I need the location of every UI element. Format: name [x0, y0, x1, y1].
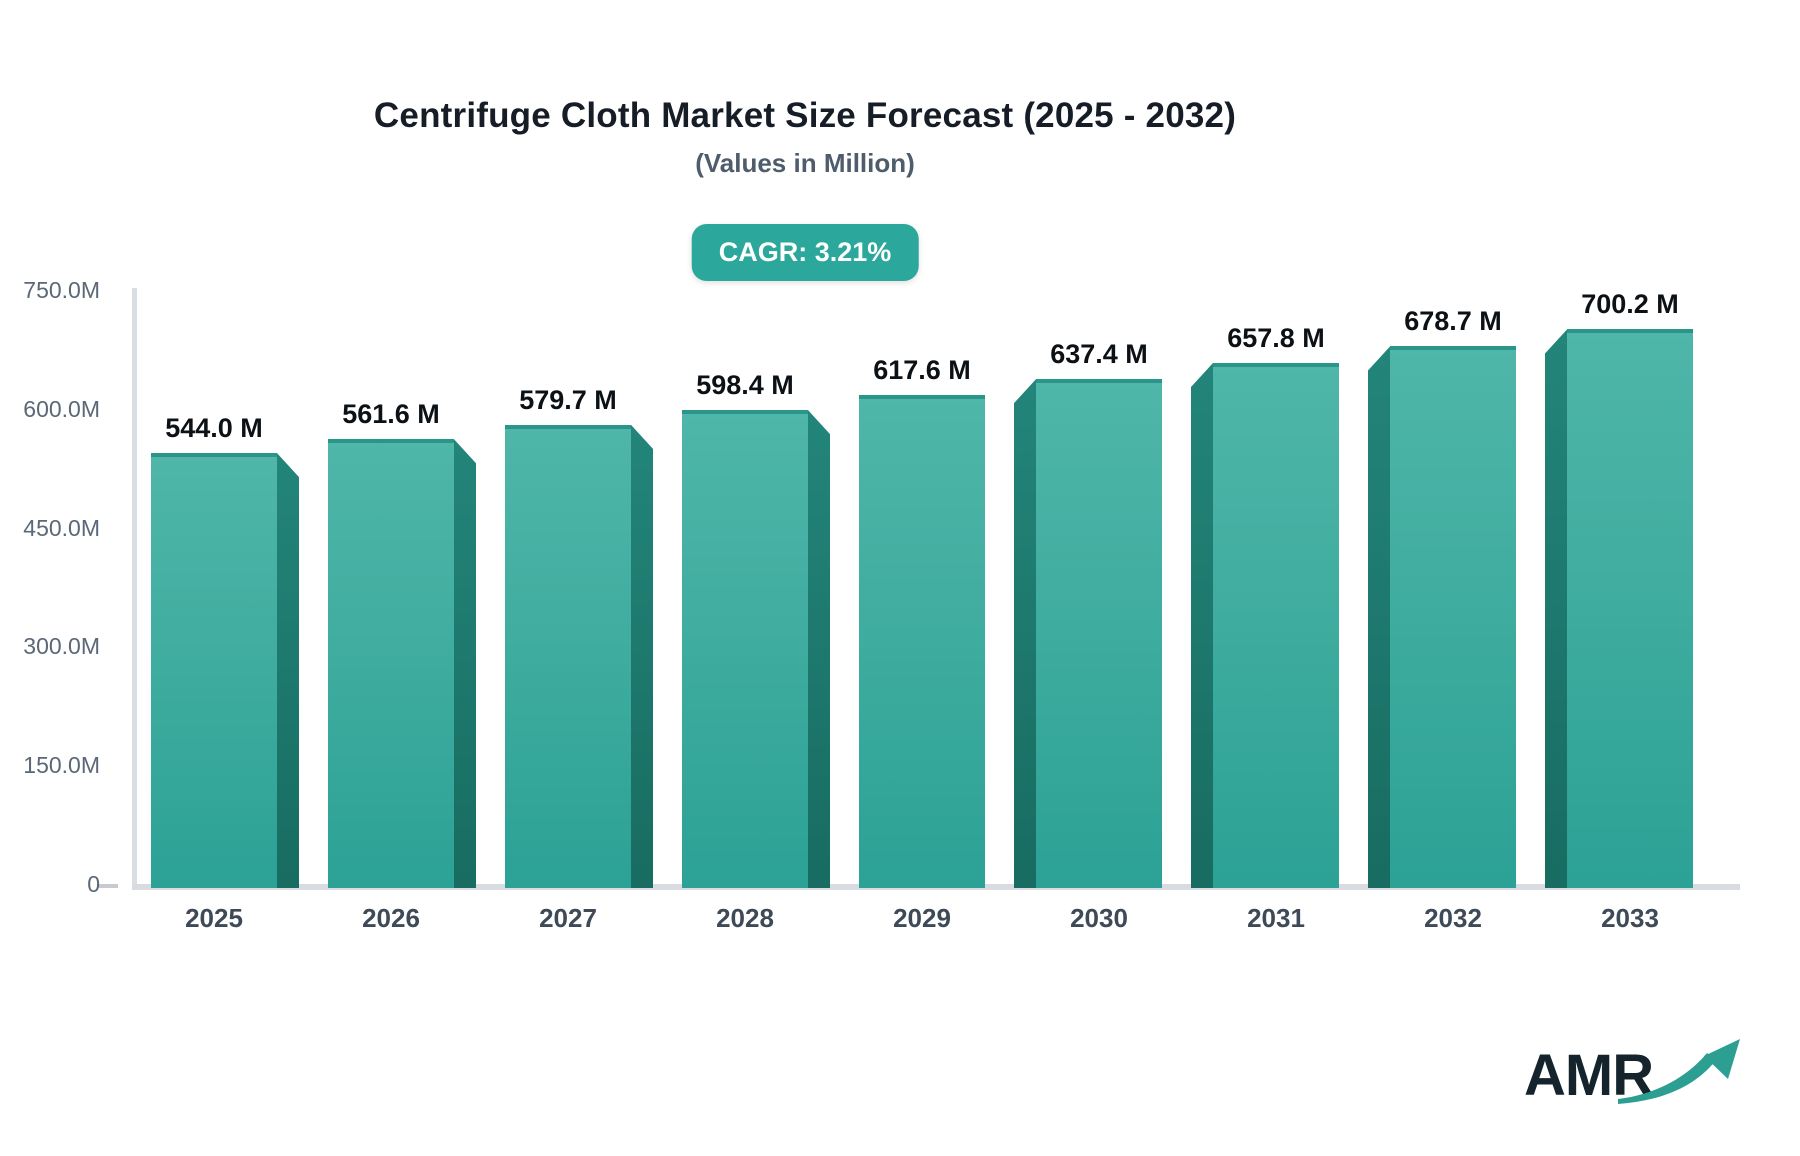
x-axis-category-label: 2025: [185, 903, 243, 933]
bar-side-face: [808, 410, 830, 888]
bar-2027[interactable]: [505, 424, 631, 888]
x-axis-category-label: 2030: [1070, 903, 1128, 933]
bar-side-face: [454, 439, 476, 888]
bar-value-label: 617.6 M: [873, 354, 971, 385]
bar-side-face: [1191, 363, 1213, 888]
bar-2026[interactable]: [328, 439, 454, 888]
trend-up-arrow-icon: [1618, 1039, 1740, 1104]
bar-2030[interactable]: [1036, 379, 1162, 888]
x-axis-category-label: 2033: [1601, 903, 1659, 933]
bar-value-label: 544.0 M: [165, 413, 263, 444]
y-axis-tick-label: 750.0M: [23, 277, 100, 303]
bar-2033[interactable]: [1567, 329, 1693, 888]
y-axis-tick-label: 150.0M: [23, 752, 100, 779]
y-axis-tick-label: 300.0M: [23, 633, 100, 660]
bar-2031[interactable]: [1213, 363, 1339, 888]
bar-2032[interactable]: [1390, 346, 1516, 888]
y-axis-line: [132, 288, 137, 888]
chart-title: Centrifuge Cloth Market Size Forecast (2…: [373, 96, 1237, 135]
bar-value-label: 657.8 M: [1227, 323, 1325, 354]
bar-2028[interactable]: [682, 410, 808, 888]
chart-subtitle: (Values in Million): [695, 148, 915, 178]
bar-side-face: [1368, 346, 1390, 888]
bar-value-label: 561.6 M: [342, 399, 440, 430]
y-axis-tick-label: 450.0M: [23, 514, 100, 541]
x-axis-category-label: 2031: [1247, 903, 1305, 933]
x-axis-category-label: 2028: [716, 903, 774, 933]
bar-2025[interactable]: [151, 453, 277, 888]
bar-side-face: [1014, 379, 1036, 888]
bar-value-label: 579.7 M: [519, 384, 617, 415]
bar-side-face: [1545, 329, 1567, 888]
bar-value-label: 598.4 M: [696, 370, 794, 401]
y-axis-tick-label: 0: [87, 871, 100, 897]
zero-tick-mark: [98, 884, 118, 888]
bar-side-face: [631, 424, 653, 888]
x-axis-category-label: 2029: [893, 903, 951, 933]
x-axis-category-label: 2027: [539, 903, 597, 933]
bar-2029[interactable]: [859, 394, 985, 888]
bar-value-label: 700.2 M: [1581, 289, 1679, 320]
bar-value-label: 678.7 M: [1404, 306, 1502, 337]
bar-side-face: [277, 453, 299, 888]
y-axis-tick-label: 600.0M: [23, 395, 100, 422]
bar-value-label: 637.4 M: [1050, 339, 1148, 370]
x-axis-category-label: 2032: [1424, 903, 1482, 933]
cagr-badge: CAGR: 3.21%: [691, 224, 919, 281]
x-axis-category-label: 2026: [362, 903, 420, 933]
